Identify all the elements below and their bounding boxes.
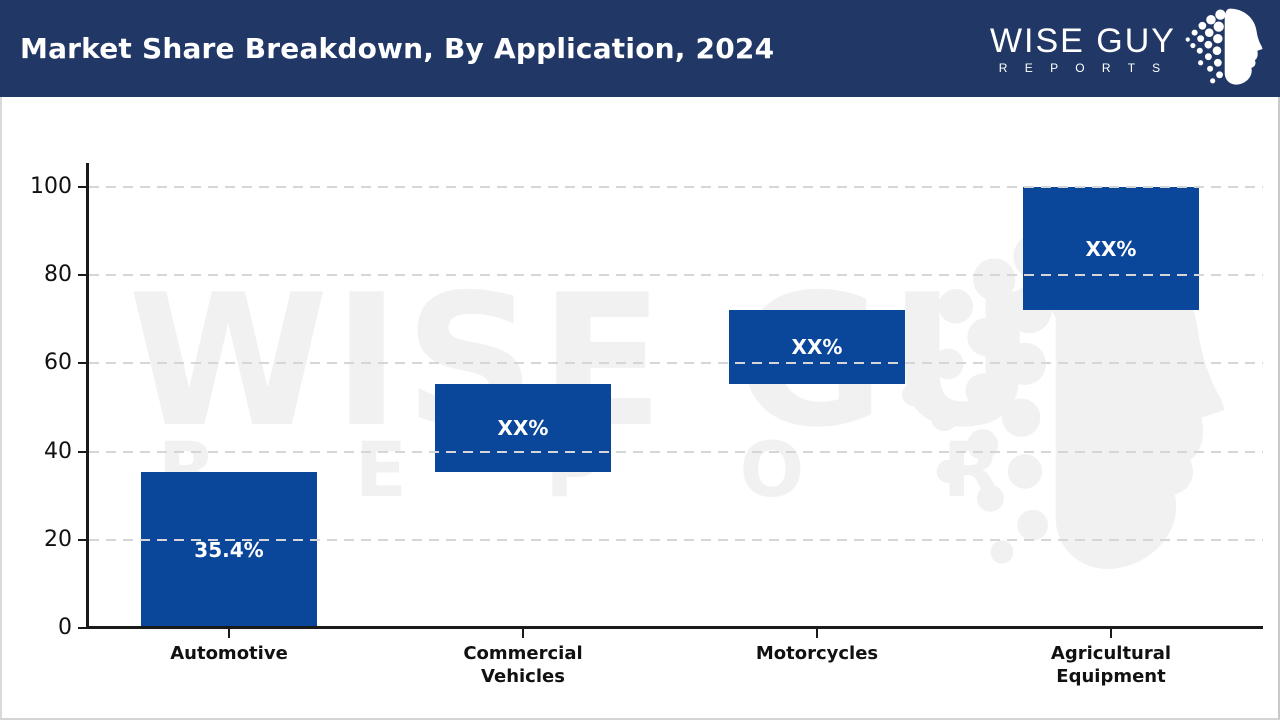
gridline (89, 186, 1263, 188)
gridline (89, 450, 1263, 453)
y-tick-label: 60 (44, 350, 72, 376)
bar-value-label: 35.4% (194, 537, 264, 562)
x-axis-tick (1110, 629, 1112, 638)
bar-value-label: XX% (497, 415, 549, 440)
x-axis-category-label: Automotive (170, 643, 288, 664)
bar-value-label: XX% (791, 335, 843, 360)
y-axis-tick (78, 186, 86, 188)
wise-guy-logo: WISE GUY R E P O R T S (990, 6, 1266, 92)
y-axis-tick (78, 450, 86, 453)
page-title: Market Share Breakdown, By Application, … (20, 32, 775, 65)
bar: XX% (435, 383, 611, 472)
y-axis-spine (86, 163, 89, 629)
y-tick-label: 0 (58, 615, 72, 640)
y-tick-label: 80 (44, 262, 72, 288)
logo-subtitle: R E P O R T S (998, 60, 1168, 75)
gridline (89, 538, 1263, 541)
y-tick-label: 40 (44, 438, 72, 464)
x-axis-category-label: Agricultural Equipment (1050, 643, 1172, 687)
y-axis-tick (78, 538, 86, 541)
bar: XX% (1023, 187, 1199, 311)
bar-value-label: XX% (1085, 236, 1137, 261)
x-axis-category-label: Motorcycles (755, 643, 879, 664)
x-axis-tick (816, 629, 818, 638)
x-axis-spine (86, 626, 1263, 629)
head-profile-icon (1180, 6, 1266, 92)
x-axis-category-label: Commercial Vehicles (463, 643, 583, 687)
logo-text: WISE GUY R E P O R T S (990, 24, 1176, 74)
gridline (89, 274, 1263, 277)
header-bar: Market Share Breakdown, By Application, … (0, 0, 1280, 97)
bar: 35.4% (141, 471, 317, 628)
x-axis-tick (522, 629, 524, 638)
x-axis-tick (228, 629, 230, 638)
gridline (89, 362, 1263, 365)
y-axis-tick (78, 627, 86, 629)
y-tick-label: 20 (44, 526, 72, 552)
bar: XX% (729, 310, 905, 384)
logo-wordmark: WISE GUY (989, 21, 1176, 60)
y-axis-tick (78, 274, 86, 277)
y-tick-label: 100 (30, 174, 72, 199)
y-axis-tick (78, 362, 86, 365)
